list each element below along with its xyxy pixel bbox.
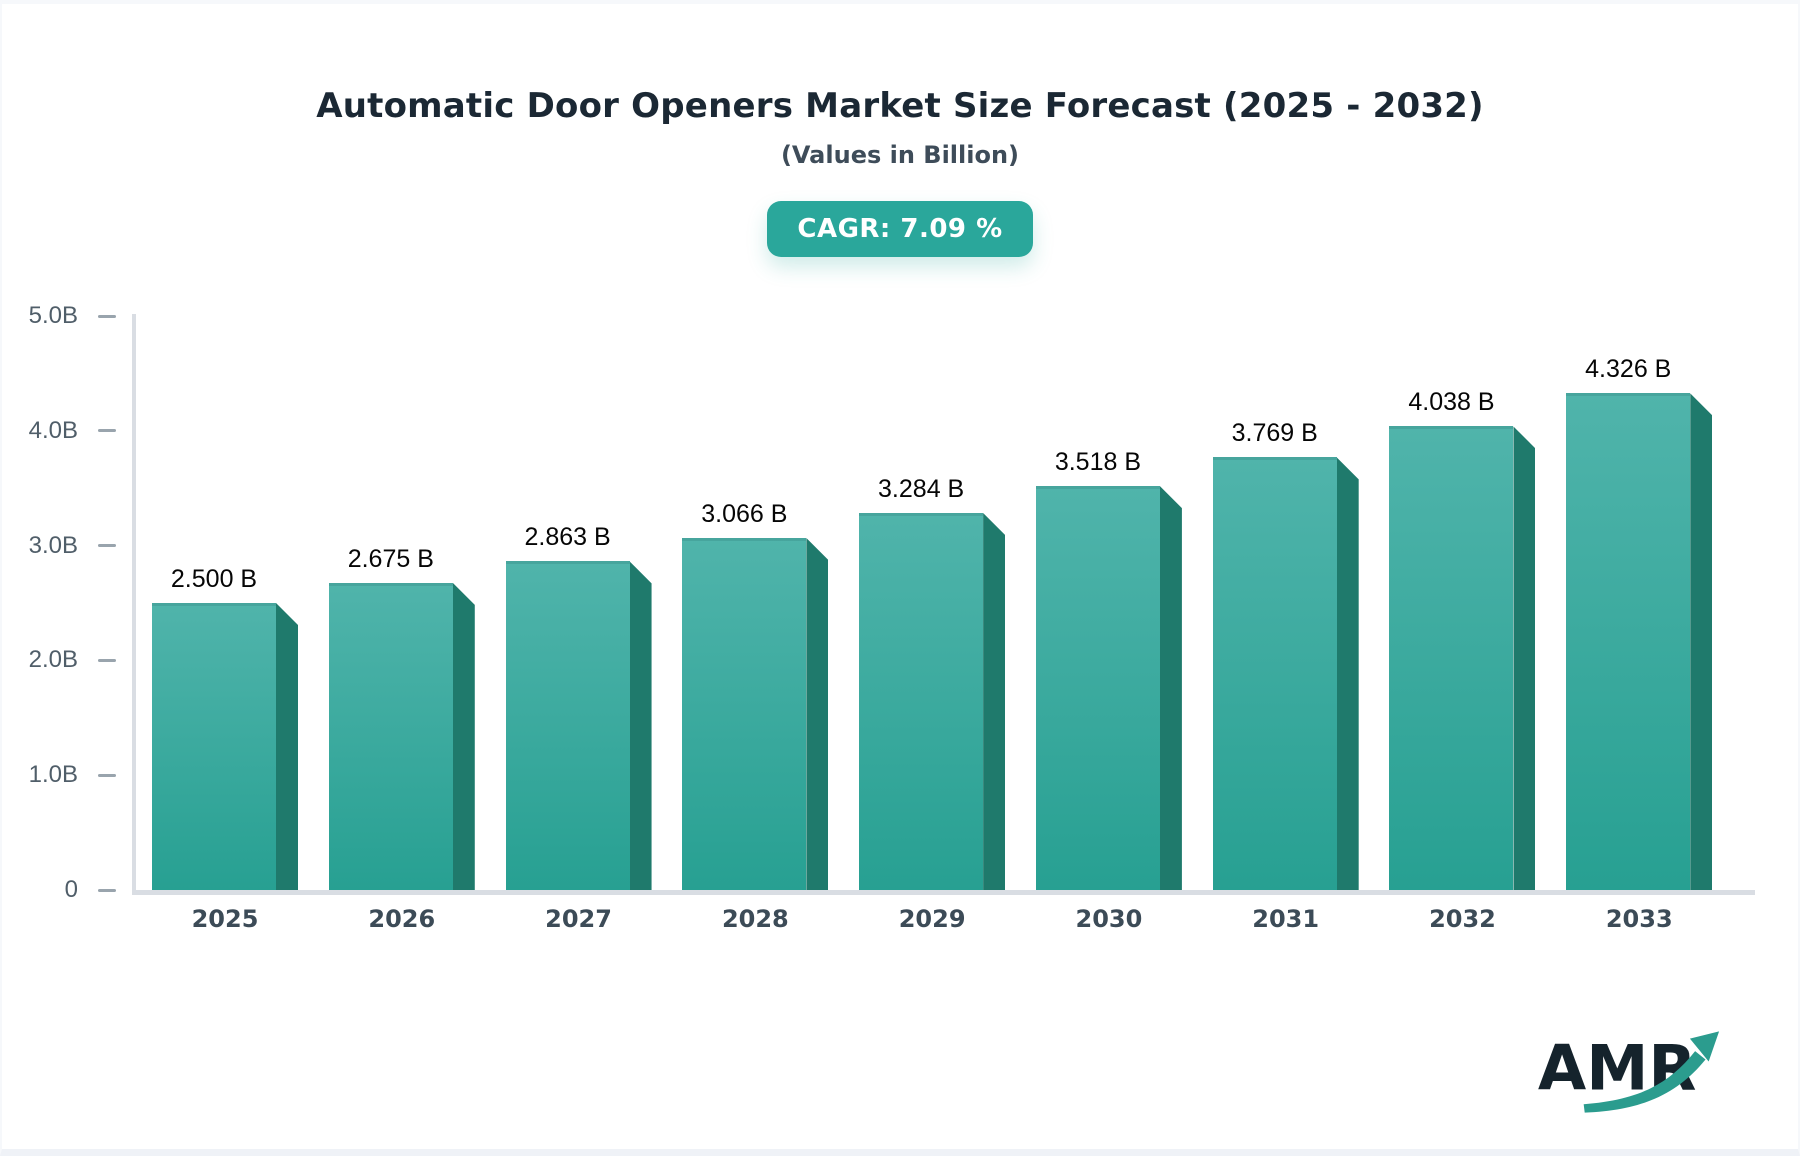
bar-3d-side: [1159, 486, 1182, 890]
x-label-slot-2027: 2027: [506, 905, 683, 933]
x-label-slot-2030: 2030: [1036, 905, 1213, 933]
y-tick-label: 3.0B: [28, 531, 78, 559]
y-tick-mark: [98, 888, 116, 892]
x-axis-label-2029: 2029: [898, 905, 966, 933]
y-tick-3.0B: 3.0B: [2, 532, 132, 560]
amr-logo: AMR: [1538, 1031, 1720, 1113]
bar-value-label-2026: 2.675 B: [347, 544, 434, 573]
bar-slot-2032: 4.038 B: [1389, 316, 1566, 890]
y-tick-label: 4.0B: [28, 416, 78, 444]
y-tick-label: 1.0B: [28, 761, 78, 789]
bar-face: [682, 538, 807, 890]
cagr-badge: CAGR: 7.09 %: [767, 201, 1033, 257]
bar-face: [1035, 486, 1160, 890]
y-tick-mark: [98, 773, 116, 777]
x-axis-label-2031: 2031: [1252, 905, 1320, 933]
bar-2032: 4.038 B: [1389, 388, 1536, 890]
bar-2033: 4.326 B: [1566, 355, 1713, 890]
bar-3d-side: [983, 513, 1006, 890]
y-tick-mark: [98, 429, 116, 433]
y-axis: 0 1.0B 2.0B 3.0B 4.0B 5.0B: [2, 302, 132, 903]
bar-face: [505, 561, 630, 890]
y-tick-4.0B: 4.0B: [2, 417, 132, 445]
y-tick-5.0B: 5.0B: [2, 302, 132, 330]
bar-2025: 2.500 B: [152, 565, 298, 890]
y-tick-2.0B: 2.0B: [2, 646, 132, 674]
bar-2026: 2.675 B: [328, 545, 475, 890]
x-axis-labels: 2025 2026 2027 2028 2029 2030 2031 2032 2033: [152, 905, 1743, 933]
bar-slot-2025: 2.500 B: [152, 316, 329, 890]
bars: 2.500 B 2.675 B 2.863 B 3.066 B 3.284 B 3.518…: [152, 316, 1743, 890]
x-label-slot-2033: 2033: [1566, 905, 1743, 933]
bar-3d-side: [806, 538, 829, 890]
x-label-slot-2032: 2032: [1389, 905, 1566, 933]
bar-value-label-2032: 4.038 B: [1408, 388, 1495, 417]
bar-3d-side: [1690, 393, 1713, 890]
x-label-slot-2025: 2025: [152, 905, 329, 933]
bar-slot-2029: 3.284 B: [859, 316, 1036, 890]
chart-subtitle: (Values in Billion): [780, 141, 1020, 169]
bar-face: [328, 582, 453, 890]
x-label-slot-2031: 2031: [1213, 905, 1390, 933]
bar-2027: 2.863 B: [505, 523, 652, 890]
y-tick-1.0B: 1.0B: [2, 761, 132, 789]
bar-value-label-2028: 3.066 B: [701, 500, 788, 529]
y-tick-label: 5.0B: [28, 302, 78, 329]
bar-3d-side: [1513, 426, 1536, 890]
y-axis-line: [132, 314, 136, 890]
x-axis-label-2030: 2030: [1075, 905, 1143, 933]
y-tick-0: 0: [2, 876, 132, 904]
x-axis-label-2028: 2028: [721, 905, 789, 933]
bar-3d-side: [1336, 457, 1359, 890]
x-label-slot-2026: 2026: [329, 905, 506, 933]
bar-face: [152, 603, 276, 890]
bar-slot-2027: 2.863 B: [505, 316, 683, 890]
x-axis-label-2033: 2033: [1605, 905, 1673, 933]
x-axis-line: [132, 890, 1755, 895]
bar-slot-2028: 3.066 B: [682, 316, 859, 890]
bar-slot-2026: 2.675 B: [328, 316, 506, 890]
y-tick-label: 0: [64, 876, 78, 903]
chart-header: Automatic Door Openers Market Size Forec…: [2, 4, 1798, 257]
bar-face: [859, 513, 984, 890]
bar-value-label-2031: 3.769 B: [1231, 419, 1318, 448]
chart-title: Automatic Door Openers Market Size Forec…: [316, 86, 1484, 126]
bar-slot-2031: 3.769 B: [1212, 316, 1390, 890]
bar-slot-2033: 4.326 B: [1566, 316, 1743, 890]
bar-value-label-2025: 2.500 B: [170, 565, 258, 593]
y-tick-mark: [98, 314, 116, 318]
bar-value-label-2029: 3.284 B: [878, 475, 965, 503]
bar-value-label-2030: 3.518 B: [1054, 448, 1141, 477]
bar-3d-side: [629, 561, 652, 890]
logo-text: AMR: [1538, 1032, 1697, 1105]
bar-face: [1212, 457, 1337, 890]
x-axis-label-2032: 2032: [1429, 905, 1496, 933]
bar-slot-2030: 3.518 B: [1035, 316, 1213, 890]
bar-2029: 3.284 B: [859, 475, 1006, 890]
y-tick-mark: [98, 544, 116, 548]
bar-value-label-2033: 4.326 B: [1585, 355, 1672, 384]
bar-value-label-2027: 2.863 B: [524, 523, 611, 552]
bar-chart: 0 1.0B 2.0B 3.0B 4.0B 5.0B 2.500 B 2.675 B 2.86…: [2, 302, 1798, 933]
bar-3d-side: [452, 582, 475, 890]
bar-face: [1566, 393, 1691, 890]
bar-3d-side: [276, 603, 298, 890]
y-tick-mark: [98, 658, 116, 662]
y-tick-label: 2.0B: [28, 646, 78, 674]
x-axis-label-2025: 2025: [191, 905, 259, 933]
bar-2030: 3.518 B: [1035, 448, 1182, 890]
x-axis-label-2026: 2026: [368, 905, 436, 933]
x-label-slot-2029: 2029: [859, 905, 1036, 933]
bar-2028: 3.066 B: [682, 500, 829, 890]
bar-face: [1389, 426, 1514, 890]
logo-arrow-icon: [1583, 1031, 1720, 1113]
x-label-slot-2028: 2028: [682, 905, 859, 933]
x-axis-label-2027: 2027: [545, 905, 612, 933]
bar-2031: 3.769 B: [1212, 419, 1359, 890]
